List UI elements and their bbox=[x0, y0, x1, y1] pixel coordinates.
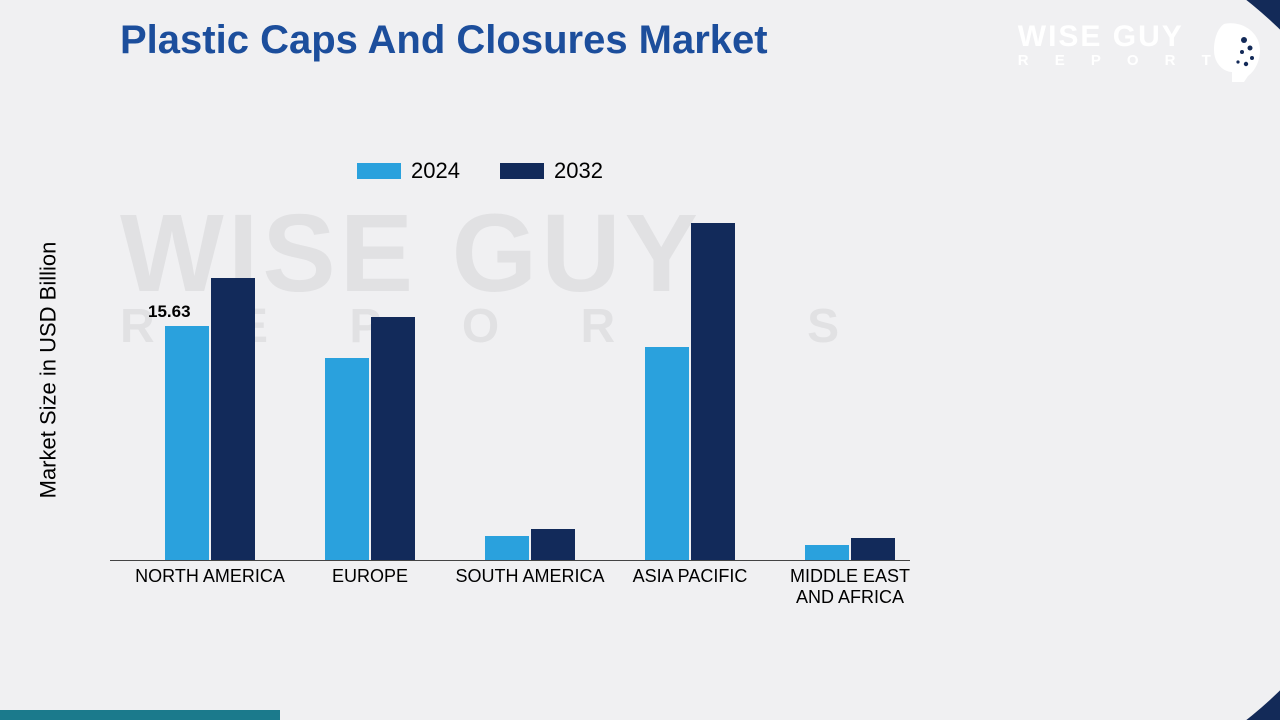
bar bbox=[165, 326, 209, 560]
legend-item-2024: 2024 bbox=[357, 158, 460, 184]
chart-title: Plastic Caps And Closures Market bbox=[120, 18, 768, 63]
bar bbox=[531, 529, 575, 561]
brand-logo: WISE GUY R E P O R T S bbox=[1018, 20, 1258, 69]
bar bbox=[211, 278, 255, 560]
legend-swatch-2032 bbox=[500, 163, 544, 179]
y-axis-label: Market Size in USD Billion bbox=[35, 242, 61, 499]
category-label: ASIA PACIFIC bbox=[610, 560, 770, 587]
plot-area: NORTH AMERICAEUROPESOUTH AMERICAASIA PAC… bbox=[110, 200, 910, 561]
bar-group: ASIA PACIFIC bbox=[630, 223, 750, 561]
legend: 2024 2032 bbox=[0, 158, 960, 184]
y-axis: Market Size in USD Billion bbox=[38, 170, 68, 570]
bar bbox=[325, 358, 369, 561]
stage: WISE GUY R E P O R T S Plastic Caps And … bbox=[0, 0, 1280, 720]
bar-group: EUROPE bbox=[310, 317, 430, 560]
bar-group: MIDDLE EAST AND AFRICA bbox=[790, 538, 910, 561]
legend-label-2024: 2024 bbox=[411, 158, 460, 184]
bar bbox=[851, 538, 895, 561]
bar bbox=[645, 347, 689, 560]
bar bbox=[371, 317, 415, 560]
legend-label-2032: 2032 bbox=[554, 158, 603, 184]
accent-bar bbox=[0, 710, 280, 720]
bar-value-label: 15.63 bbox=[148, 302, 191, 322]
category-label: EUROPE bbox=[290, 560, 450, 587]
right-panel: WISE GUY R E P O R T S bbox=[960, 0, 1280, 720]
legend-item-2032: 2032 bbox=[500, 158, 603, 184]
category-label: MIDDLE EAST AND AFRICA bbox=[770, 560, 930, 607]
brand-head-icon bbox=[1204, 20, 1264, 84]
bar bbox=[485, 536, 529, 560]
bar bbox=[805, 545, 849, 560]
legend-swatch-2024 bbox=[357, 163, 401, 179]
bar bbox=[691, 223, 735, 561]
category-label: SOUTH AMERICA bbox=[450, 560, 610, 587]
bar-group: SOUTH AMERICA bbox=[470, 529, 590, 561]
category-label: NORTH AMERICA bbox=[130, 560, 290, 587]
